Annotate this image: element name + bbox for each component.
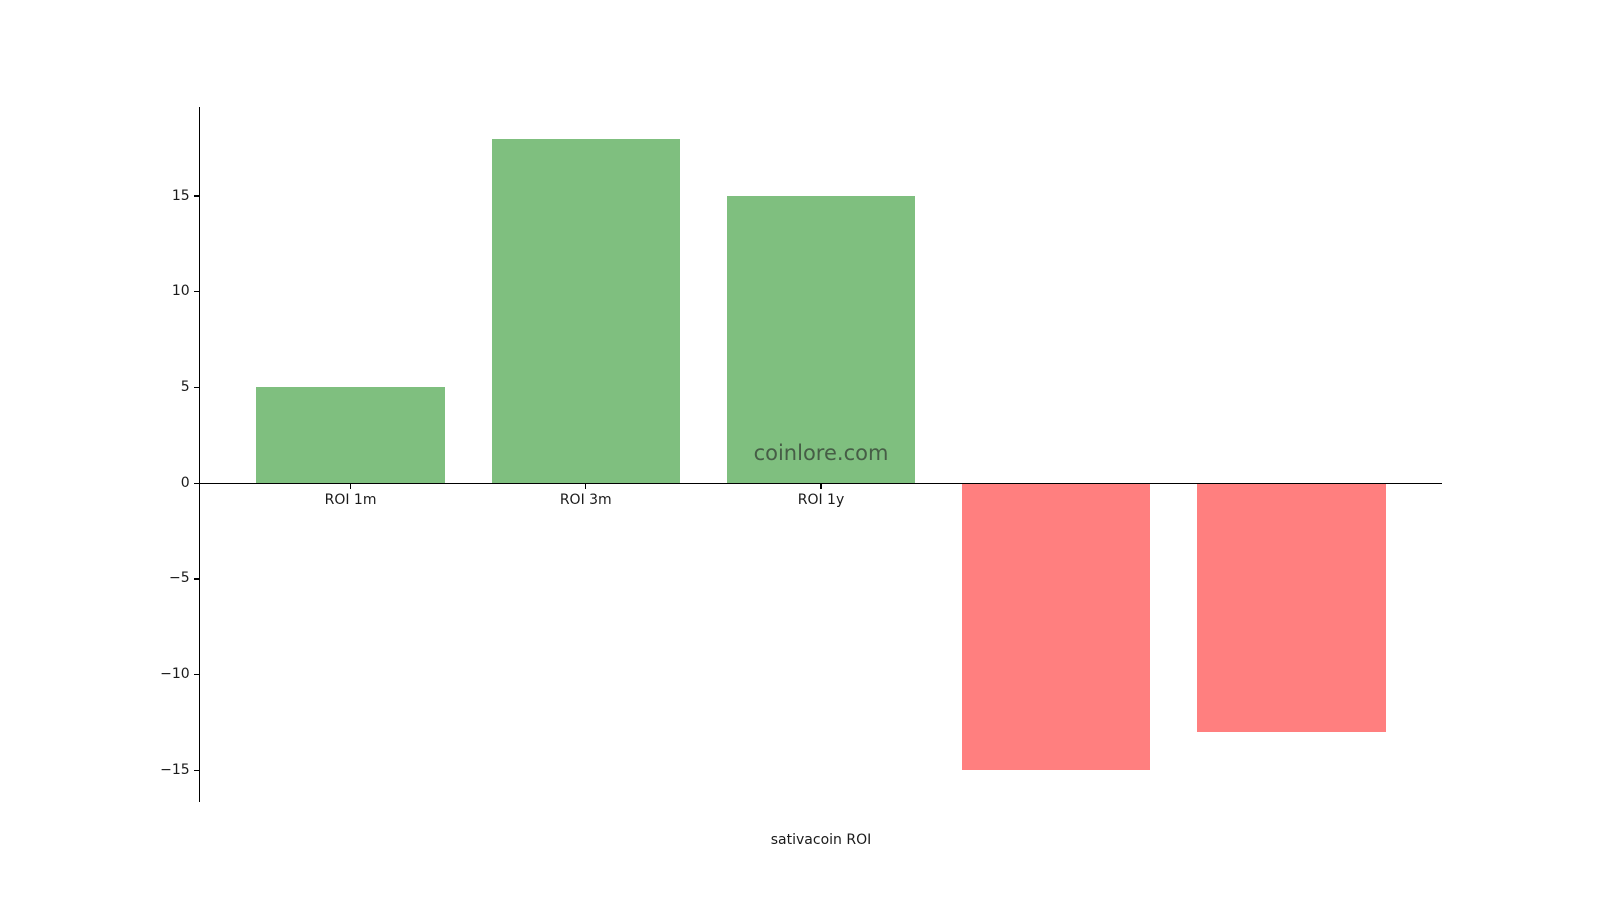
y-tick-label: 0 — [180, 474, 190, 491]
y-tick-label: 10 — [171, 283, 190, 300]
bar-4 — [962, 483, 1151, 771]
bar-5 — [1197, 483, 1386, 733]
y-tick-mark — [193, 482, 199, 484]
y-tick-mark — [193, 386, 199, 389]
y-tick-label: 15 — [171, 187, 190, 204]
x-tick-mark — [349, 483, 352, 489]
y-tick-mark — [193, 195, 199, 197]
bar-roi-3m — [491, 138, 680, 484]
x-tick-label: ROI 1y — [797, 492, 845, 509]
y-tick-label: −10 — [160, 666, 190, 683]
y-tick-mark — [193, 769, 199, 772]
x-axis-title: sativacoin ROI — [770, 832, 872, 848]
y-tick-label: −15 — [160, 761, 190, 778]
x-axis-line — [198, 482, 1442, 484]
y-tick-mark — [193, 578, 199, 580]
y-axis-line — [198, 107, 200, 802]
bar-roi-1m — [256, 387, 445, 484]
y-tick-label: 5 — [180, 378, 190, 395]
bar-roi-1y — [726, 196, 916, 484]
x-tick-label: ROI 1m — [324, 492, 377, 509]
x-tick-mark — [585, 483, 587, 489]
x-tick-label: ROI 3m — [559, 492, 612, 509]
y-tick-label: −5 — [169, 570, 190, 587]
y-tick-mark — [193, 291, 199, 293]
x-tick-mark — [820, 483, 822, 489]
watermark-text: coinlore.com — [753, 441, 889, 465]
y-tick-mark — [193, 674, 199, 676]
